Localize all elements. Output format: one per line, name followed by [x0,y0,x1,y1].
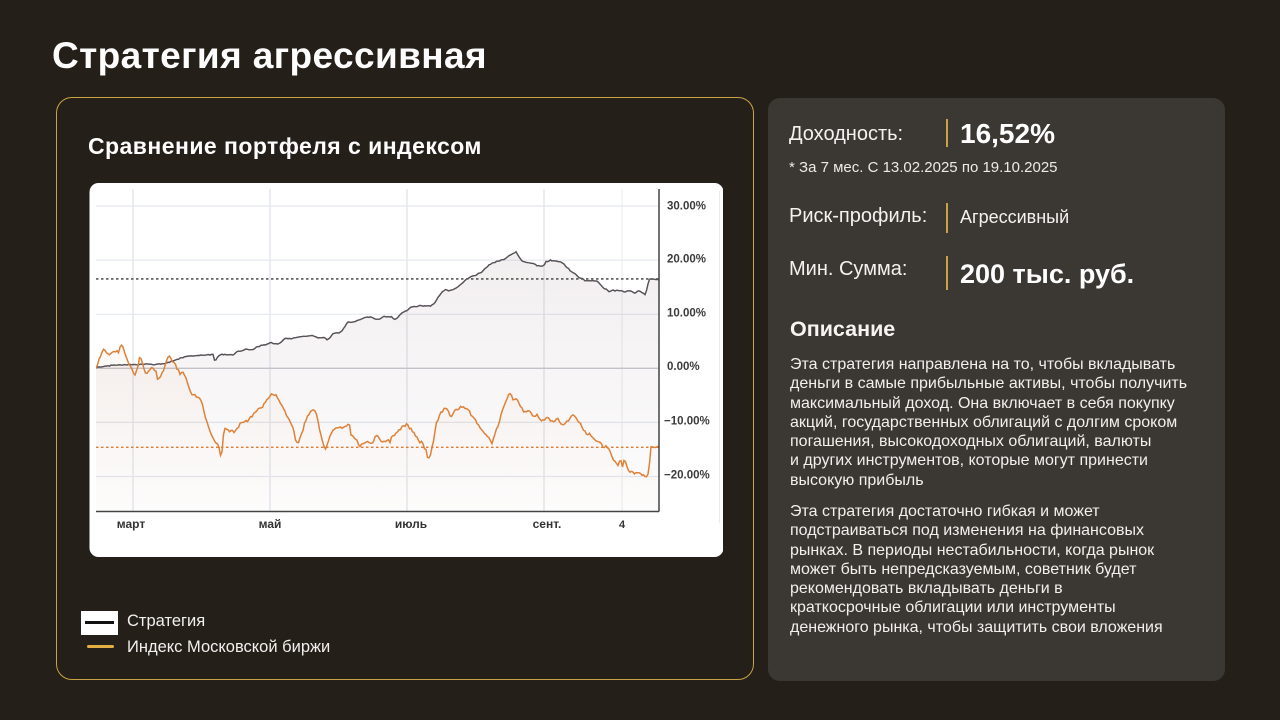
svg-text:−10.00%: −10.00% [664,416,710,428]
svg-text:30.00%: 30.00% [667,201,706,213]
svg-text:4: 4 [619,519,626,531]
svg-text:март: март [117,517,146,531]
svg-text:0.00%: 0.00% [667,361,700,373]
svg-text:май: май [259,517,282,531]
svg-text:−20.00%: −20.00% [664,470,710,482]
svg-text:10.00%: 10.00% [667,308,706,320]
svg-text:20.00%: 20.00% [667,254,706,266]
svg-text:июль: июль [395,517,427,531]
svg-text:сент.: сент. [533,517,562,531]
